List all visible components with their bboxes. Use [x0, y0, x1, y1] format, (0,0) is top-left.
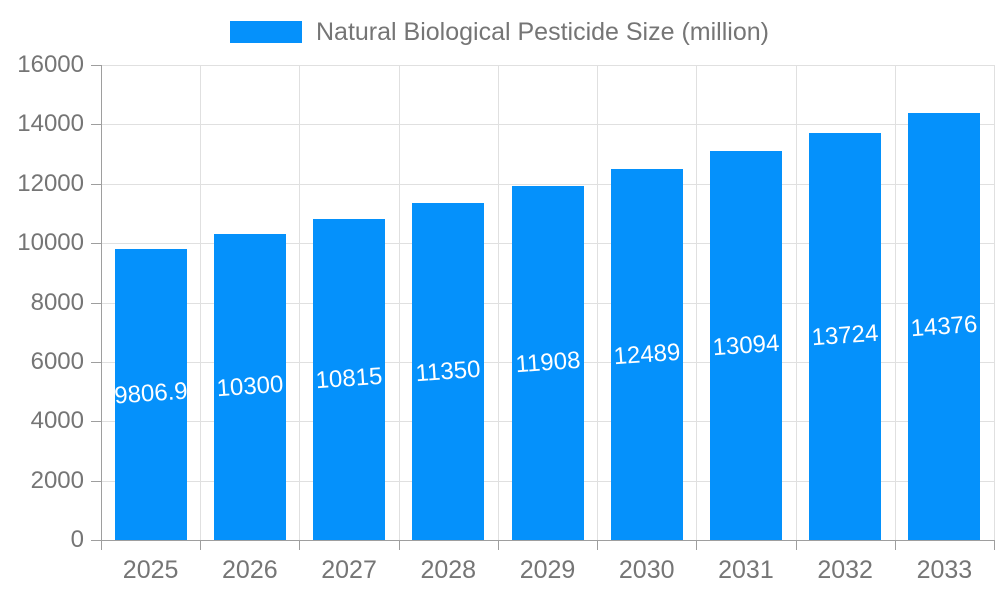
x-axis-label: 2028: [420, 556, 477, 584]
bar-value-label: 9806.9: [113, 377, 189, 410]
bar-value-label: 14376: [910, 310, 979, 342]
y-axis-label: 6000: [30, 348, 84, 375]
bar-value-label: 13094: [711, 329, 781, 361]
y-axis-label: 0: [70, 526, 84, 553]
gridline-vertical: [696, 65, 697, 540]
bar[interactable]: 13724: [809, 132, 882, 540]
y-axis-tick: [91, 303, 101, 304]
x-axis-label: 2032: [817, 556, 873, 584]
bar[interactable]: 10815: [313, 218, 386, 540]
gridline-vertical: [895, 65, 896, 540]
y-axis-tick: [91, 124, 101, 125]
x-axis-tick: [895, 540, 896, 550]
y-axis-label: 4000: [30, 407, 84, 434]
bar[interactable]: 11908: [511, 186, 584, 540]
x-axis-label: 2033: [916, 556, 973, 584]
y-axis-line: [101, 65, 102, 540]
legend-swatch: [230, 21, 302, 43]
legend-item[interactable]: Natural Biological Pesticide Size (milli…: [230, 18, 769, 46]
y-axis-tick: [91, 65, 101, 66]
x-axis-label: 2029: [519, 556, 576, 584]
x-axis-tick: [200, 540, 201, 550]
gridline-horizontal: [101, 184, 994, 185]
x-axis-tick: [498, 540, 499, 550]
y-axis-label: 14000: [17, 110, 84, 137]
gridline-vertical: [399, 65, 400, 540]
bar-value-label: 13724: [810, 319, 880, 352]
y-axis-label: 16000: [17, 51, 84, 78]
bar[interactable]: 14376: [908, 113, 981, 540]
bar[interactable]: 12489: [610, 169, 683, 540]
y-axis-tick: [91, 184, 101, 185]
x-axis-line: [91, 540, 994, 541]
bar-value-label: 11908: [514, 346, 581, 379]
gridline-vertical: [994, 65, 995, 540]
gridline-vertical: [597, 65, 598, 540]
x-axis-tick: [796, 540, 797, 550]
bar-value-label: 10815: [314, 363, 384, 395]
x-axis-label: 2030: [618, 556, 675, 584]
x-axis-label: 2031: [718, 556, 774, 584]
gridline-vertical: [796, 65, 797, 540]
y-axis-label: 8000: [30, 289, 84, 316]
y-axis-label: 10000: [17, 229, 84, 256]
bar[interactable]: 10300: [213, 234, 286, 540]
bar[interactable]: 13094: [709, 151, 782, 540]
y-axis-tick: [91, 421, 101, 422]
gridline-horizontal: [101, 124, 994, 125]
bar[interactable]: 11350: [412, 203, 485, 540]
x-axis-label: 2027: [321, 556, 377, 584]
x-axis-label: 2025: [122, 556, 179, 584]
y-axis-tick: [91, 243, 101, 244]
bar-value-label: 11350: [414, 355, 482, 387]
x-axis-tick: [696, 540, 697, 550]
y-axis-tick: [91, 362, 101, 363]
y-axis-label: 12000: [17, 170, 84, 197]
gridline-horizontal: [101, 65, 994, 66]
x-axis-tick: [597, 540, 598, 550]
x-axis-tick: [994, 540, 995, 550]
bar-value-label: 10300: [215, 370, 285, 403]
y-axis-tick: [91, 481, 101, 482]
x-axis-tick: [101, 540, 102, 550]
legend-label: Natural Biological Pesticide Size (milli…: [316, 18, 769, 46]
y-axis-label: 2000: [30, 467, 84, 494]
gridline-vertical: [498, 65, 499, 540]
bar[interactable]: 9806.9: [113, 248, 189, 540]
x-axis-tick: [399, 540, 400, 550]
x-axis-tick: [299, 540, 300, 550]
gridline-vertical: [200, 65, 201, 540]
bar-value-label: 12489: [612, 338, 681, 370]
gridline-vertical: [299, 65, 300, 540]
x-axis-label: 2026: [222, 556, 278, 584]
